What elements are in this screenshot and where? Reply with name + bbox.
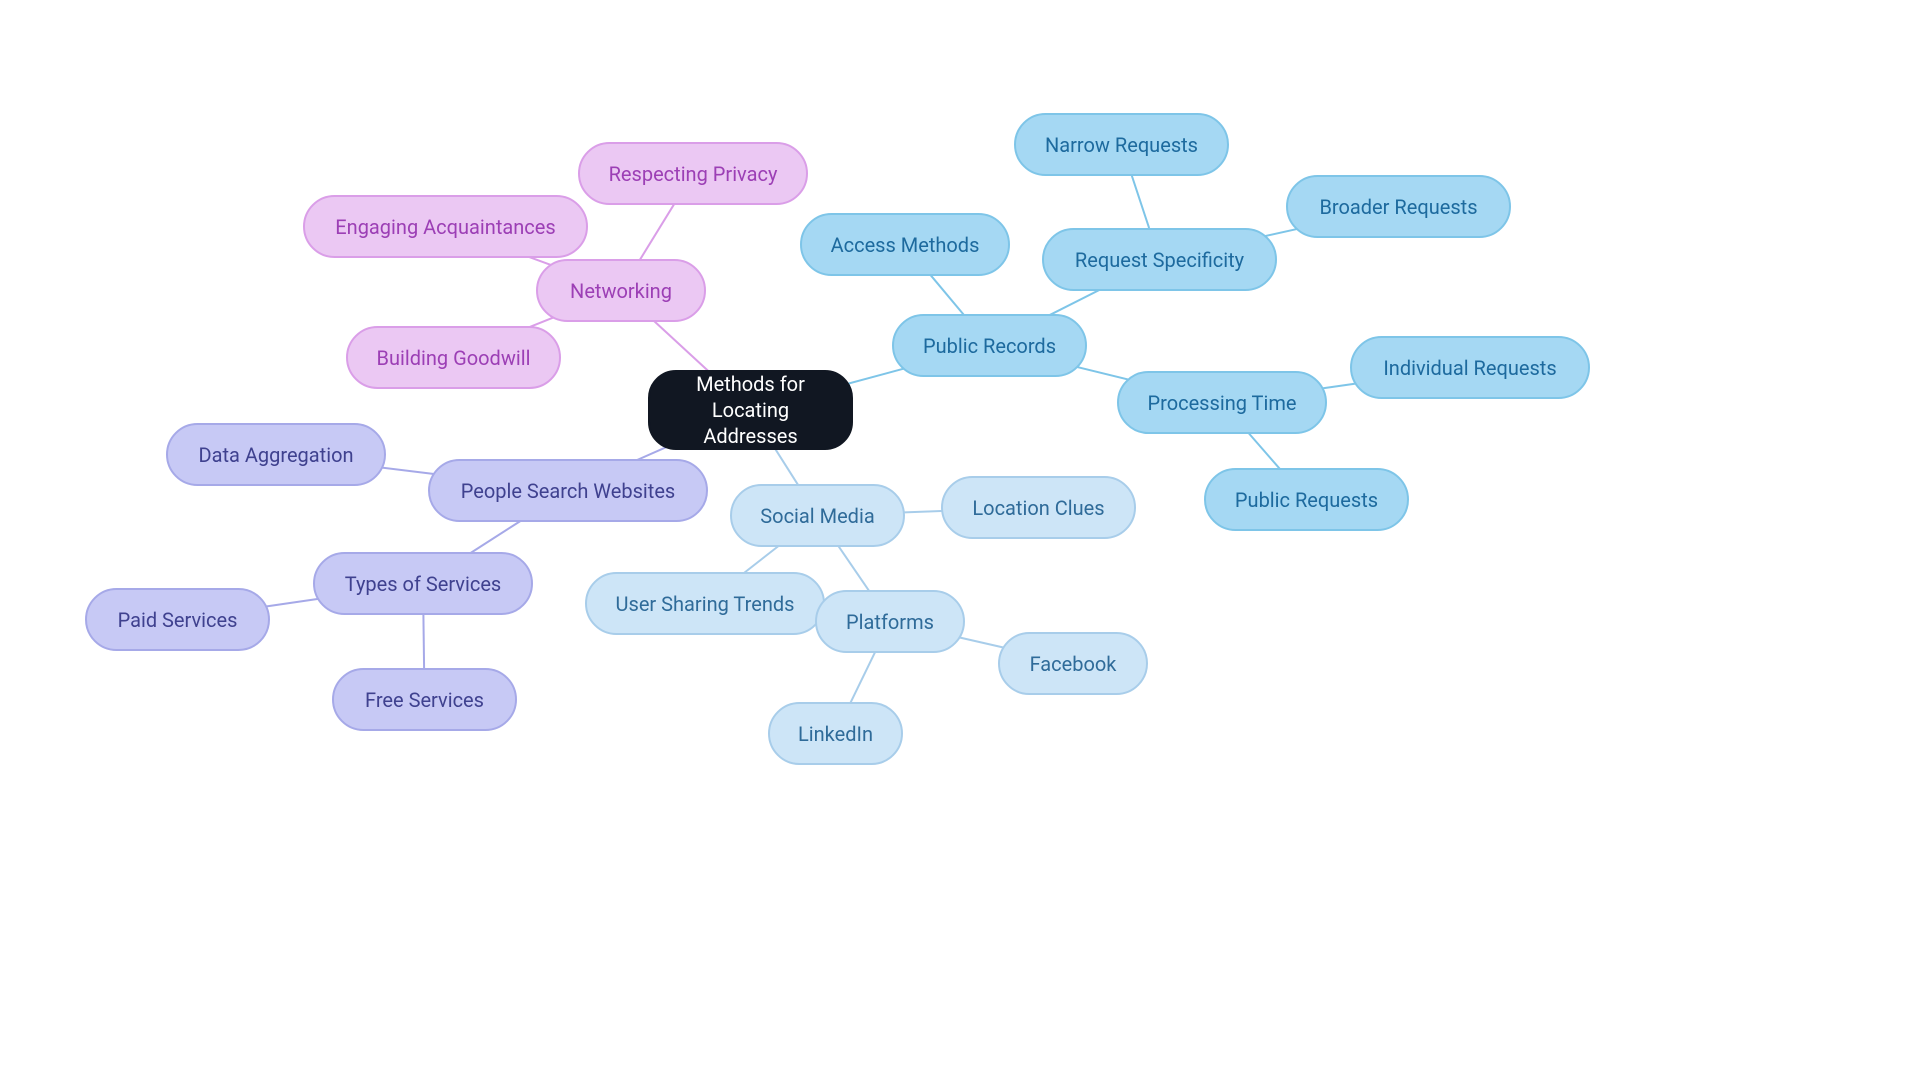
- edges-layer: [0, 0, 1920, 1083]
- node-sm_trend: User Sharing Trends: [585, 572, 825, 635]
- edge: [423, 615, 424, 668]
- edge: [743, 544, 781, 574]
- node-net_good: Building Goodwill: [346, 326, 561, 389]
- node-sm_plat_fb: Facebook: [998, 632, 1148, 695]
- node-net_priv: Respecting Privacy: [578, 142, 808, 205]
- edge: [931, 275, 964, 315]
- node-sm_plat_li: LinkedIn: [768, 702, 903, 765]
- edge: [468, 520, 522, 555]
- node-root: Methods for Locating Addresses: [648, 370, 853, 450]
- node-pr_time_pub: Public Requests: [1204, 468, 1409, 531]
- node-sm_plat: Platforms: [815, 590, 965, 653]
- node-net_eng: Engaging Acquaintances: [303, 195, 588, 258]
- edge: [956, 637, 1007, 649]
- mindmap-canvas: Methods for Locating Addresses Public Rec…: [0, 0, 1920, 1083]
- node-psw: People Search Websites: [428, 459, 708, 522]
- node-pr_time_ind: Individual Requests: [1350, 336, 1590, 399]
- node-pr_spec_broader: Broader Requests: [1286, 175, 1511, 238]
- node-pr_spec: Request Specificity: [1042, 228, 1277, 291]
- edge: [262, 598, 325, 607]
- node-psw_agg: Data Aggregation: [166, 423, 386, 486]
- edge: [1132, 176, 1149, 228]
- edge: [905, 511, 942, 512]
- edge: [775, 449, 798, 485]
- edge: [850, 652, 875, 702]
- edge: [1249, 433, 1280, 469]
- edge: [653, 320, 711, 373]
- edge: [838, 546, 869, 591]
- node-psw_paid: Paid Services: [85, 588, 270, 651]
- node-pr: Public Records: [892, 314, 1087, 377]
- edge: [640, 205, 674, 260]
- node-pr_access: Access Methods: [800, 213, 1010, 276]
- node-pr_spec_narrow: Narrow Requests: [1014, 113, 1229, 176]
- node-psw_free: Free Services: [332, 668, 517, 731]
- node-net: Networking: [536, 259, 706, 322]
- node-sm: Social Media: [730, 484, 905, 547]
- node-sm_loc: Location Clues: [941, 476, 1136, 539]
- node-pr_time: Processing Time: [1117, 371, 1327, 434]
- node-psw_types: Types of Services: [313, 552, 533, 615]
